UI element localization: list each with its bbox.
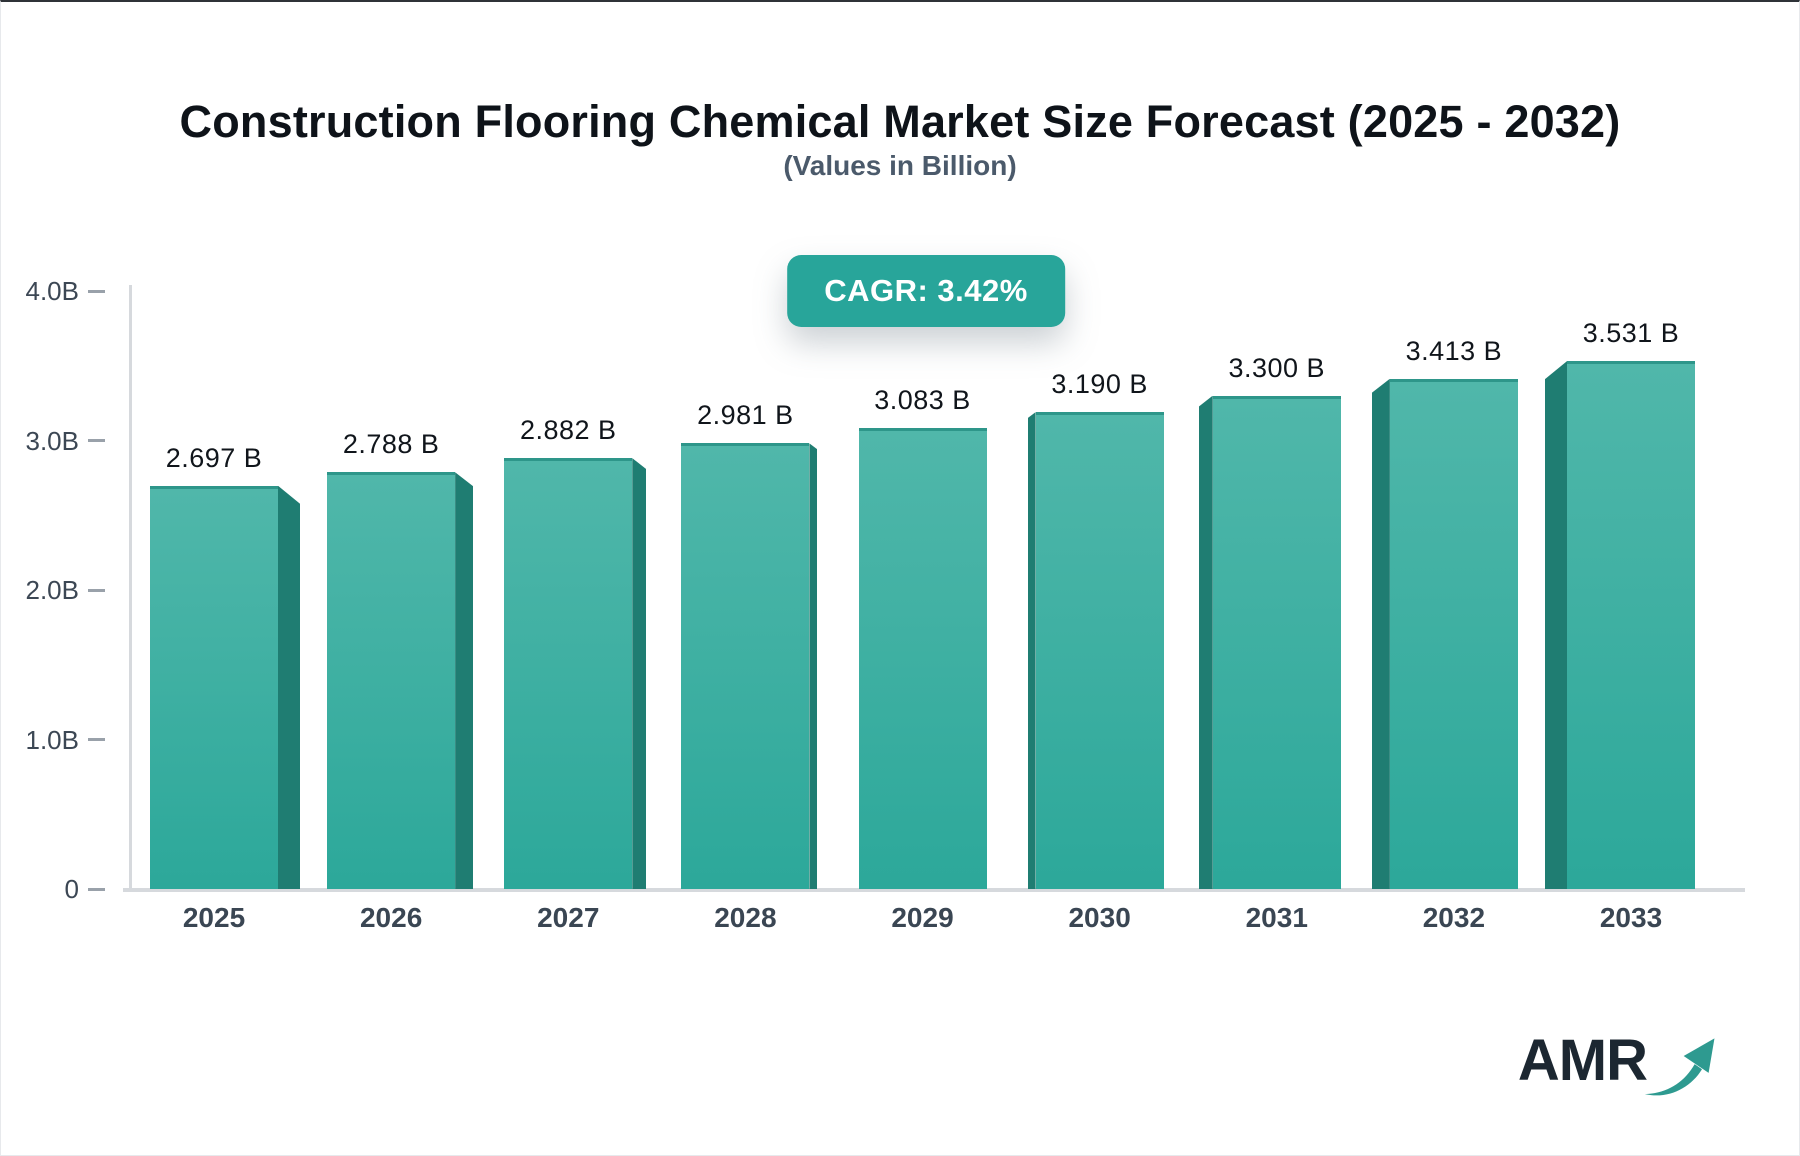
bar-2033 [1567, 361, 1695, 889]
x-tick-label-2026: 2026 [359, 902, 423, 933]
y-tick-dash [88, 439, 105, 442]
bar-side-2031 [1198, 395, 1213, 889]
bar-side-2032 [1371, 378, 1390, 889]
bar-value-label-2032: 3.413 B [1405, 335, 1503, 366]
x-tick-label-2029: 2029 [891, 902, 954, 933]
bar-2027 [504, 458, 633, 889]
y-tick-dash [88, 588, 105, 592]
bar-2032 [1389, 378, 1518, 889]
y-tick-label: 3.0B [25, 425, 80, 456]
bar-side-2033 [1545, 361, 1567, 889]
y-axis-line [129, 285, 132, 891]
bar-side-2027 [632, 458, 647, 889]
bar-side-2026 [455, 472, 474, 889]
cagr-badge: CAGR: 3.42% [787, 255, 1065, 327]
bar-2031 [1212, 395, 1341, 889]
bar-2028 [681, 443, 810, 889]
x-tick-label-2027: 2027 [537, 902, 600, 933]
y-tick-label: 0 [64, 874, 79, 904]
brand-logo: AMR [1518, 1032, 1717, 1105]
y-tick-dash [88, 887, 105, 891]
x-tick-label-2025: 2025 [182, 902, 246, 933]
bar-value-label-2026: 2.788 B [342, 429, 440, 460]
bar-2030 [1035, 412, 1164, 889]
bar-side-2030 [1027, 412, 1036, 889]
bar-2029 [858, 428, 987, 889]
bar-value-label-2033: 3.531 B [1582, 318, 1680, 349]
y-tick-label: 4.0B [25, 276, 80, 306]
bar-value-label-2025: 2.697 B [165, 442, 263, 473]
y-tick-dash [88, 738, 105, 741]
bar-2025 [150, 485, 278, 889]
growth-arrow-icon [1643, 1034, 1717, 1105]
bar-side-2025 [278, 485, 300, 889]
x-tick-label-2032: 2032 [1422, 902, 1486, 933]
chart-subtitle: (Values in Billion) [783, 150, 1017, 181]
x-tick-label-2033: 2033 [1599, 902, 1663, 933]
bar-value-label-2030: 3.190 B [1051, 369, 1148, 400]
bar-value-label-2029: 3.083 B [874, 385, 971, 416]
bar-2026 [327, 472, 456, 889]
bar-value-label-2031: 3.300 B [1228, 352, 1326, 383]
x-tick-label-2030: 2030 [1068, 902, 1131, 933]
x-tick-label-2031: 2031 [1245, 902, 1308, 933]
x-axis-baseline [123, 888, 1745, 892]
bar-value-label-2028: 2.981 B [697, 400, 794, 431]
bar-side-2028 [809, 443, 818, 889]
x-tick-label-2028: 2028 [714, 902, 777, 933]
brand-logo-text: AMR [1517, 1028, 1648, 1093]
bar-value-label-2027: 2.882 B [519, 415, 617, 446]
y-tick-dash [88, 289, 105, 293]
y-tick-label: 2.0B [25, 575, 80, 605]
y-tick-label: 1.0B [25, 724, 80, 755]
chart-title: Construction Flooring Chemical Market Si… [179, 96, 1621, 147]
